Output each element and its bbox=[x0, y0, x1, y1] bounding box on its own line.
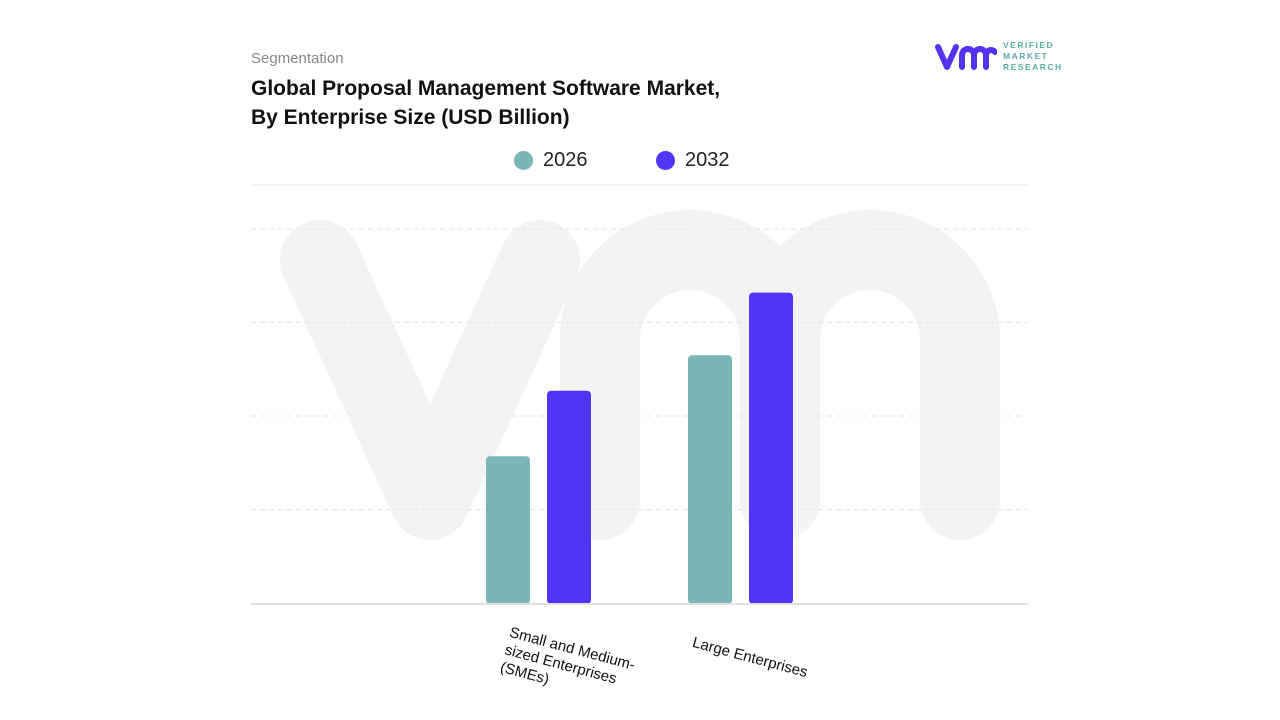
vmr-logo: VERIFIED MARKET RESEARCH bbox=[935, 40, 1063, 73]
legend-swatch-2026 bbox=[514, 151, 533, 170]
segment-label: Segmentation bbox=[251, 50, 344, 67]
watermark-vmr-icon bbox=[280, 210, 1000, 540]
legend-item-2032: 2032 bbox=[656, 149, 730, 172]
legend-label-2026: 2026 bbox=[543, 149, 588, 171]
bar-2026-large-enterprises bbox=[688, 355, 732, 604]
bar-2032-smes bbox=[547, 390, 591, 604]
logo-line-2: MARKET bbox=[1003, 51, 1049, 61]
bar-2026-smes bbox=[486, 456, 530, 604]
title-line-2: By Enterprise Size (USD Billion) bbox=[251, 106, 570, 129]
logo-text: VERIFIED MARKET RESEARCH bbox=[1003, 40, 1063, 73]
logo-line-1: VERIFIED bbox=[1003, 40, 1055, 50]
legend-label-2032: 2032 bbox=[685, 149, 730, 171]
logo-line-3: RESEARCH bbox=[1003, 62, 1063, 72]
title-line-1: Global Proposal Management Software Mark… bbox=[251, 77, 721, 100]
bar-2032-large-enterprises bbox=[749, 292, 793, 604]
legend: 2026 2032 bbox=[0, 149, 1280, 175]
chart-title: Global Proposal Management Software Mark… bbox=[251, 74, 891, 132]
vmr-logo-mark-icon bbox=[935, 43, 997, 70]
legend-swatch-2032 bbox=[656, 151, 675, 170]
legend-item-2026: 2026 bbox=[514, 149, 588, 172]
